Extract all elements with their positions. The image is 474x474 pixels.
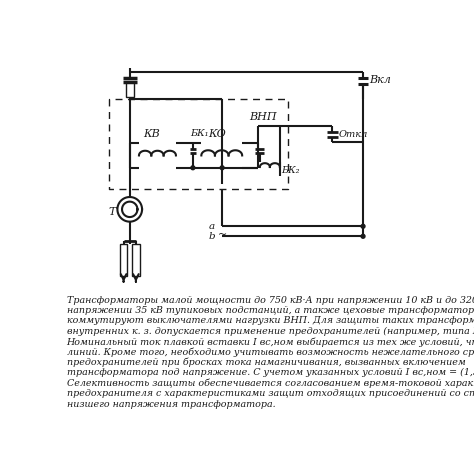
Text: БК₂: БК₂: [282, 166, 300, 175]
Text: КО: КО: [208, 129, 226, 139]
Bar: [126, 82, 134, 97]
Bar: [132, 244, 140, 276]
Text: БК₁: БК₁: [190, 129, 208, 138]
Text: a: a: [208, 222, 214, 231]
Text: трансформатора под напряжение. С учетом указанных условий I вс,ном = (1,5...2,5): трансформатора под напряжение. С учетом …: [66, 368, 474, 377]
Text: ~: ~: [218, 230, 227, 240]
Circle shape: [361, 234, 365, 238]
Text: Т: Т: [108, 207, 116, 217]
Text: линий. Кроме того, необходимо учитывать возможность нежелательного срабатывания: линий. Кроме того, необходимо учитывать …: [66, 347, 474, 357]
Text: Откл: Откл: [338, 130, 368, 139]
Text: Селективность защиты обеспечивается согласованием время-токовой характеристики: Селективность защиты обеспечивается согл…: [66, 379, 474, 388]
Circle shape: [361, 224, 365, 228]
Text: внутренних к. з. допускается применение предохранителей (например, типа ПК).: внутренних к. з. допускается применение …: [66, 327, 474, 336]
Text: Вкл: Вкл: [369, 74, 391, 84]
Text: предохранителя с характеристиками защит отходящих присоединений со стороны: предохранителя с характеристиками защит …: [66, 389, 474, 398]
Text: Номинальный ток плавкой вставки I вс,ном выбирается из тех же условий, что и для: Номинальный ток плавкой вставки I вс,ном…: [66, 337, 474, 346]
Text: КВ: КВ: [143, 129, 160, 139]
Text: предохранителей при бросках тока намагничивания, вызванных включением: предохранителей при бросках тока намагни…: [66, 358, 465, 367]
Circle shape: [191, 166, 195, 170]
Text: напряжении 35 кВ тупиковых подстанций, а также цеховые трансформаторы обычно: напряжении 35 кВ тупиковых подстанций, а…: [66, 306, 474, 316]
Text: ВНП: ВНП: [249, 112, 277, 122]
Text: Трансформаторы малой мощности до 750 кВ·А при напряжении 10 кВ и до 3200 кВ·А пр: Трансформаторы малой мощности до 750 кВ·…: [66, 296, 474, 305]
Text: низшего напряжения трансформатора.: низшего напряжения трансформатора.: [66, 400, 275, 409]
Text: коммутируют выключателями нагрузки ВНП. Для защиты таких трансформаторов от: коммутируют выключателями нагрузки ВНП. …: [66, 316, 474, 325]
Circle shape: [220, 166, 224, 170]
Bar: [120, 244, 128, 276]
Text: b: b: [208, 232, 215, 241]
